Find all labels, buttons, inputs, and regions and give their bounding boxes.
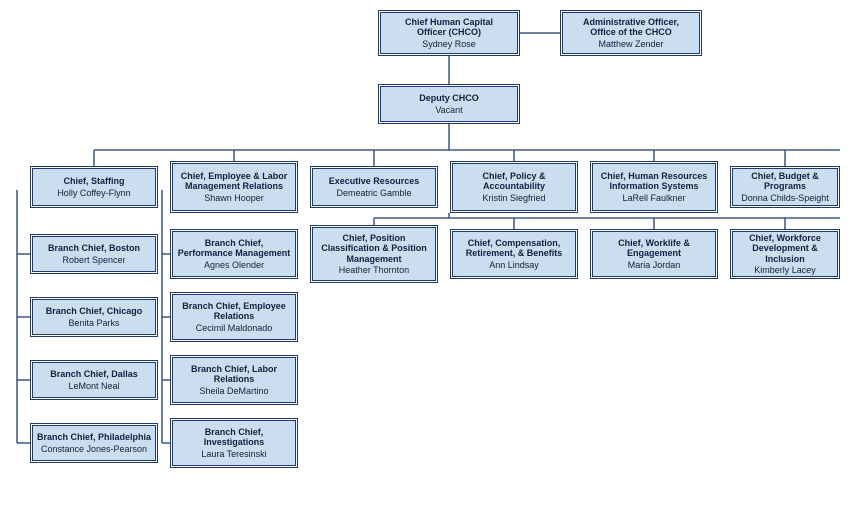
node-admin-officer: Administrative Officer, Office of the CH… (560, 10, 702, 56)
node-branch-chicago: Branch Chief, Chicago Benita Parks (30, 297, 158, 337)
node-title: Branch Chief, Boston (35, 243, 153, 253)
node-chief-elm-relations: Chief, Employee & Labor Management Relat… (170, 161, 298, 213)
node-sub: Demeatric Gamble (315, 188, 433, 198)
node-deputy-chco: Deputy CHCO Vacant (378, 84, 520, 124)
node-title: Administrative Officer, Office of the CH… (565, 17, 697, 38)
node-title: Chief, Policy & Accountability (455, 171, 573, 192)
node-sub: Matthew Zender (565, 39, 697, 49)
node-branch-boston: Branch Chief, Boston Robert Spencer (30, 234, 158, 274)
node-chief-position-class: Chief, Position Classification & Positio… (310, 225, 438, 283)
node-title: Chief, Budget & Programs (735, 171, 835, 192)
node-title: Branch Chief, Employee Relations (175, 301, 293, 322)
node-title: Chief, Worklife & Engagement (595, 238, 713, 259)
node-chief-hris: Chief, Human Resources Information Syste… (590, 161, 718, 213)
node-title: Chief, Human Resources Information Syste… (595, 171, 713, 192)
node-sub: Kristin Siegfried (455, 193, 573, 203)
node-title: Branch Chief, Chicago (35, 306, 153, 316)
node-sub: Donna Childs-Speight (735, 193, 835, 203)
node-title: Chief, Position Classification & Positio… (315, 233, 433, 264)
node-title: Chief, Compensation, Retirement, & Benef… (455, 238, 573, 259)
node-title: Deputy CHCO (383, 93, 515, 103)
node-exec-resources: Executive Resources Demeatric Gamble (310, 166, 438, 208)
node-title: Branch Chief, Dallas (35, 369, 153, 379)
node-branch-perf-mgmt: Branch Chief, Performance Management Agn… (170, 229, 298, 279)
node-title: Executive Resources (315, 176, 433, 186)
node-sub: LaRell Faulkner (595, 193, 713, 203)
node-sub: Sheila DeMartino (175, 386, 293, 396)
node-sub: Robert Spencer (35, 255, 153, 265)
node-sub: Holly Coffey-Flynn (35, 188, 153, 198)
node-title: Chief, Staffing (35, 176, 153, 186)
node-sub: LeMont Neal (35, 381, 153, 391)
node-sub: Kimberly Lacey (735, 265, 835, 275)
node-sub: Agnes Olender (175, 260, 293, 270)
node-title: Chief, Employee & Labor Management Relat… (175, 171, 293, 192)
node-chief-workforce-dev: Chief, Workforce Development & Inclusion… (730, 229, 840, 279)
node-sub: Laura Teresinski (175, 449, 293, 459)
node-chco: Chief Human Capital Officer (CHCO) Sydne… (378, 10, 520, 56)
node-sub: Maria Jordan (595, 260, 713, 270)
node-sub: Benita Parks (35, 318, 153, 328)
node-sub: Cecimil Maldonado (175, 323, 293, 333)
node-title: Branch Chief, Labor Relations (175, 364, 293, 385)
node-branch-emp-relations: Branch Chief, Employee Relations Cecimil… (170, 292, 298, 342)
node-branch-investigations: Branch Chief, Investigations Laura Teres… (170, 418, 298, 468)
node-branch-philadelphia: Branch Chief, Philadelphia Constance Jon… (30, 423, 158, 463)
node-title: Chief Human Capital Officer (CHCO) (383, 17, 515, 38)
node-title: Branch Chief, Investigations (175, 427, 293, 448)
node-sub: Heather Thornton (315, 265, 433, 275)
node-chief-staffing: Chief, Staffing Holly Coffey-Flynn (30, 166, 158, 208)
node-branch-dallas: Branch Chief, Dallas LeMont Neal (30, 360, 158, 400)
node-chief-comp-retirement: Chief, Compensation, Retirement, & Benef… (450, 229, 578, 279)
node-chief-policy: Chief, Policy & Accountability Kristin S… (450, 161, 578, 213)
node-sub: Vacant (383, 105, 515, 115)
node-title: Branch Chief, Performance Management (175, 238, 293, 259)
node-chief-worklife: Chief, Worklife & Engagement Maria Jorda… (590, 229, 718, 279)
node-title: Chief, Workforce Development & Inclusion (735, 233, 835, 264)
node-sub: Sydney Rose (383, 39, 515, 49)
org-chart-stage: Chief Human Capital Officer (CHCO) Sydne… (0, 0, 850, 510)
node-sub: Ann Lindsay (455, 260, 573, 270)
node-sub: Constance Jones-Pearson (35, 444, 153, 454)
node-title: Branch Chief, Philadelphia (35, 432, 153, 442)
node-chief-budget: Chief, Budget & Programs Donna Childs-Sp… (730, 166, 840, 208)
node-branch-labor-relations: Branch Chief, Labor Relations Sheila DeM… (170, 355, 298, 405)
node-sub: Shawn Hooper (175, 193, 293, 203)
